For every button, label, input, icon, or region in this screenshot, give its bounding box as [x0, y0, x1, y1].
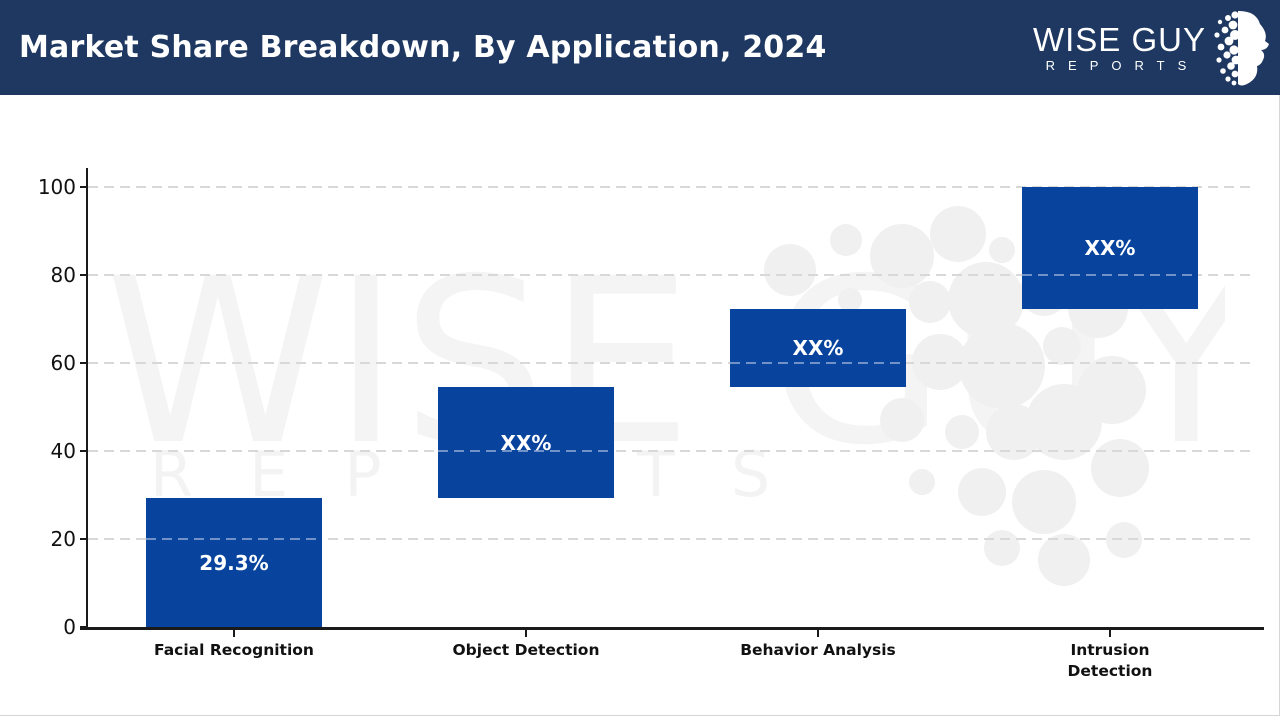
brand-face-icon: [1214, 10, 1269, 85]
gridline: [88, 274, 1256, 276]
gridline: [88, 186, 1256, 188]
x-tick-mark: [1109, 630, 1111, 637]
y-tick-label: 20: [50, 527, 76, 551]
y-tick-label: 60: [50, 351, 76, 375]
gridline-over-bar: [730, 361, 906, 364]
gridline-over-bar: [1022, 274, 1198, 276]
x-tick-mark: [817, 630, 819, 637]
x-category-label: Behavior Analysis: [740, 641, 896, 659]
y-tick-mark: [80, 274, 88, 276]
y-tick-mark: [80, 186, 88, 188]
bar: XX%: [438, 387, 614, 499]
x-category-label: Intrusion Detection: [1067, 641, 1153, 680]
x-axis-line: [80, 627, 1264, 630]
bar: XX%: [730, 308, 906, 388]
chart-title: Market Share Breakdown, By Application, …: [19, 30, 827, 65]
gridline-over-bar: [438, 449, 614, 452]
y-tick-mark: [80, 538, 88, 540]
brand-name: WISE GUY: [1032, 20, 1206, 58]
y-tick-mark: [80, 450, 88, 452]
y-tick-label: 40: [50, 439, 76, 463]
bar-value-label: 29.3%: [199, 550, 269, 575]
bar: XX%: [1022, 187, 1198, 309]
y-axis-line: [86, 168, 88, 630]
x-category-label: Facial Recognition: [154, 641, 314, 659]
x-category-label: Object Detection: [452, 641, 600, 659]
y-tick-label: 80: [50, 263, 76, 287]
bar-value-label: XX%: [500, 430, 552, 455]
brand-logo-text: WISE GUY REPORTS: [1032, 20, 1206, 73]
gridline: [88, 450, 1256, 452]
x-tick-mark: [525, 630, 527, 637]
brand-logo: WISE GUY REPORTS: [1033, 8, 1270, 88]
gridline: [88, 538, 1256, 540]
bar-value-label: XX%: [792, 336, 844, 361]
x-tick-mark: [233, 630, 235, 637]
y-tick-label: 100: [37, 175, 76, 199]
gridline-over-bar: [146, 537, 322, 540]
bar: 29.3%: [146, 498, 322, 627]
bar-value-label: XX%: [1084, 235, 1136, 260]
gridline: [88, 362, 1256, 364]
header: Market Share Breakdown, By Application, …: [0, 0, 1280, 95]
y-tick-mark: [80, 362, 88, 364]
y-tick-label: 0: [63, 615, 76, 639]
brand-subtitle: REPORTS: [1045, 57, 1200, 73]
